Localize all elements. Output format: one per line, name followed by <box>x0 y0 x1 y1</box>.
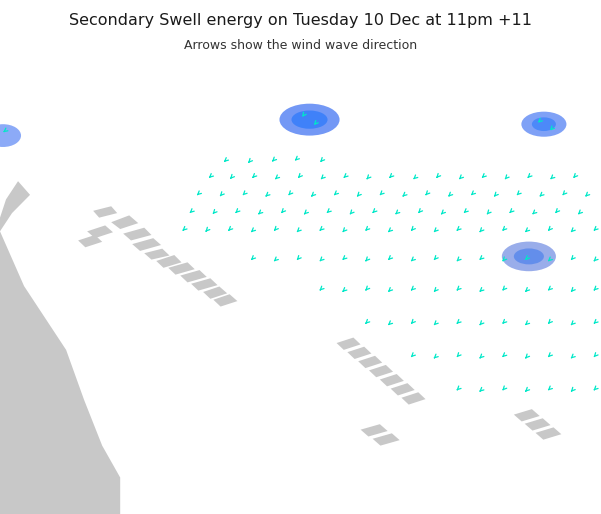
Ellipse shape <box>514 248 544 264</box>
Polygon shape <box>93 206 117 217</box>
Polygon shape <box>213 294 237 306</box>
Polygon shape <box>123 228 151 241</box>
Polygon shape <box>168 262 195 274</box>
Ellipse shape <box>0 124 21 147</box>
Polygon shape <box>180 270 207 282</box>
Polygon shape <box>347 346 371 359</box>
Polygon shape <box>391 383 415 395</box>
Polygon shape <box>78 235 102 247</box>
Text: Arrows show the wind wave direction: Arrows show the wind wave direction <box>184 39 417 52</box>
Polygon shape <box>535 427 561 439</box>
Polygon shape <box>191 278 218 290</box>
Polygon shape <box>401 392 426 405</box>
Ellipse shape <box>279 104 340 136</box>
Polygon shape <box>203 286 227 299</box>
Text: Secondary Swell energy on Tuesday 10 Dec at 11pm +11: Secondary Swell energy on Tuesday 10 Dec… <box>69 13 532 28</box>
Polygon shape <box>514 409 540 421</box>
Polygon shape <box>0 231 120 514</box>
Ellipse shape <box>532 117 556 131</box>
Polygon shape <box>144 249 169 260</box>
Polygon shape <box>111 215 138 229</box>
Polygon shape <box>156 255 182 268</box>
Ellipse shape <box>502 242 556 271</box>
Polygon shape <box>361 424 388 436</box>
Polygon shape <box>132 238 161 251</box>
Polygon shape <box>369 365 393 377</box>
Polygon shape <box>380 374 404 387</box>
Polygon shape <box>337 338 361 350</box>
Polygon shape <box>87 226 113 238</box>
Ellipse shape <box>291 111 328 128</box>
Ellipse shape <box>521 112 566 137</box>
Polygon shape <box>358 356 382 368</box>
Polygon shape <box>525 418 551 431</box>
Polygon shape <box>0 181 30 231</box>
Polygon shape <box>373 433 400 446</box>
